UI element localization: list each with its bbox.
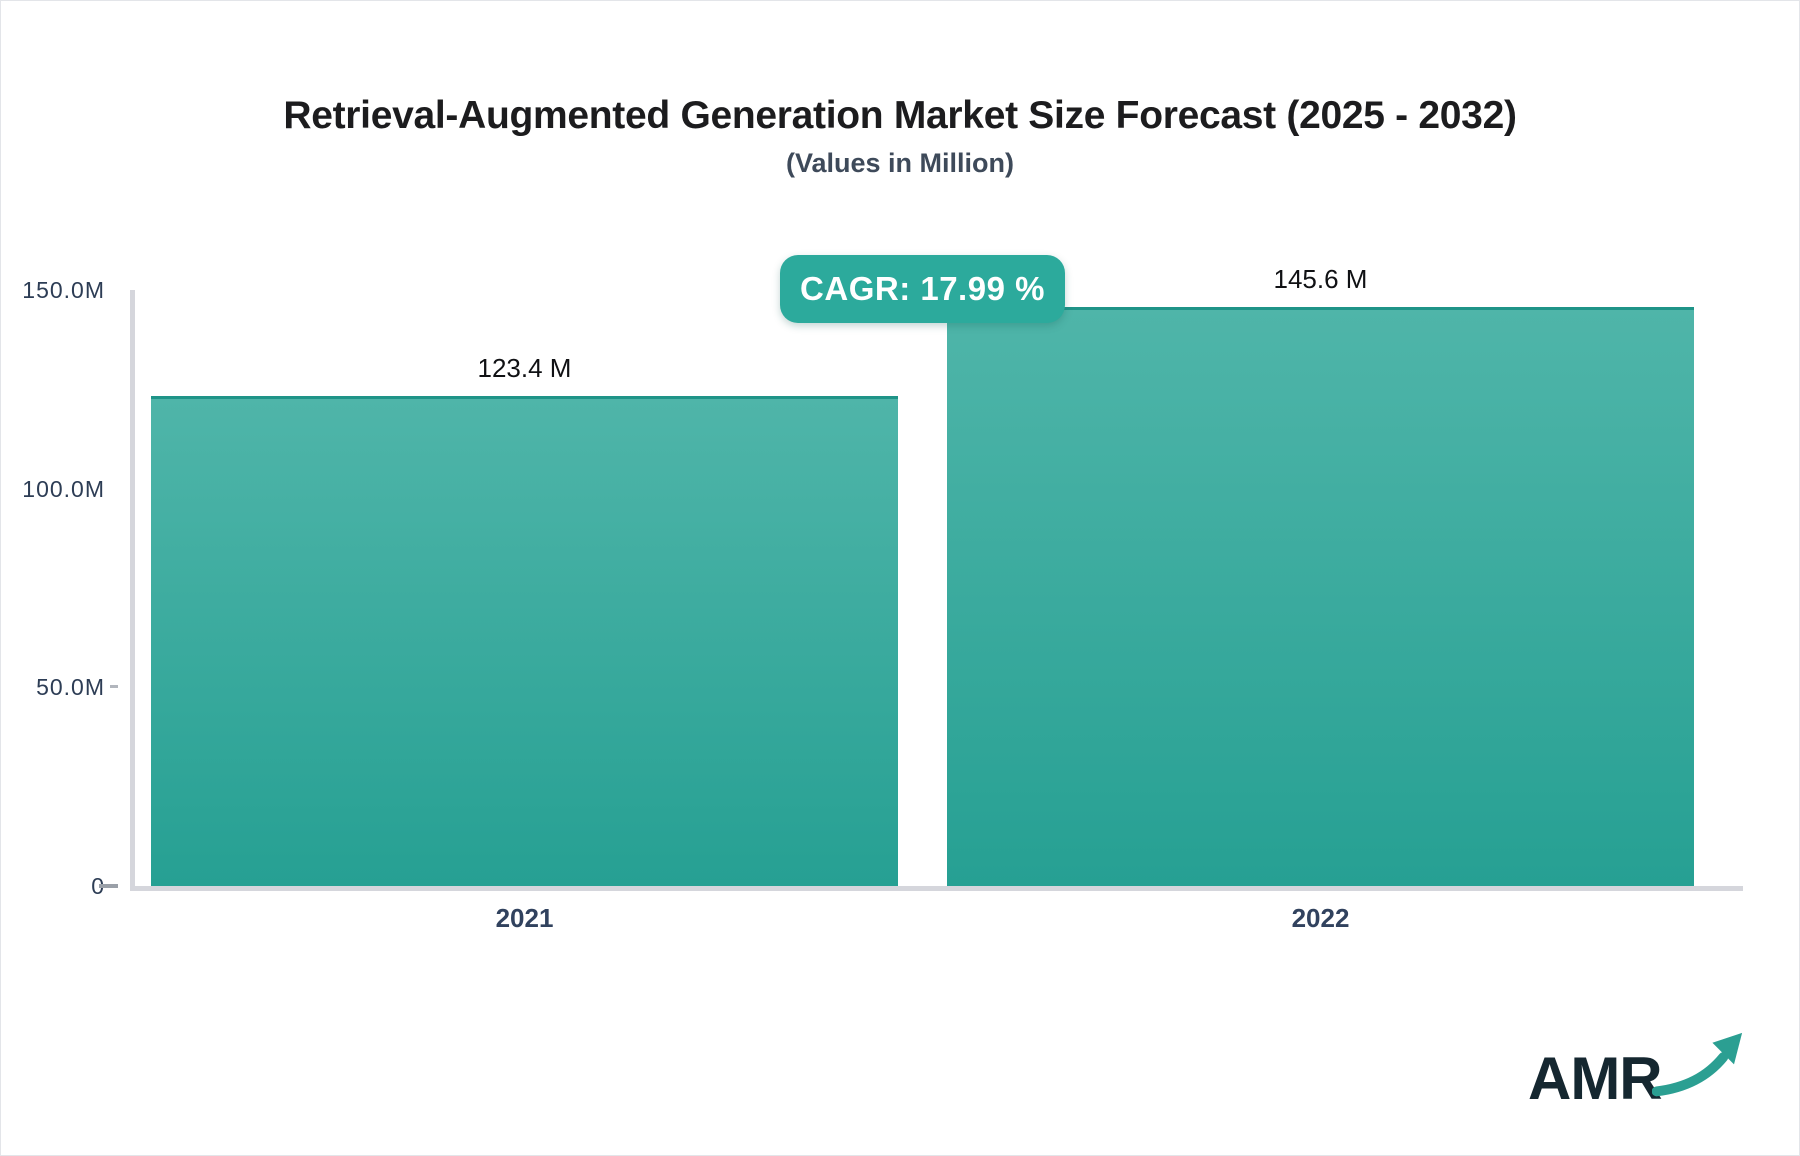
cagr-badge: CAGR: 17.99 % (780, 255, 1065, 323)
amr-logo-text: AMR (1528, 1045, 1663, 1112)
y-axis-line (130, 290, 135, 888)
y-axis-tick-mark (99, 884, 118, 888)
x-axis-label: 2022 (1291, 903, 1350, 933)
cagr-badge-label: CAGR: 17.99 % (800, 270, 1045, 307)
x-axis-line (130, 886, 1743, 891)
amr-logo: AMR (1528, 1032, 1744, 1110)
bar-value-label: 145.6 M (1273, 264, 1368, 295)
bar-value-label: 123.4 M (477, 352, 572, 383)
y-axis-tick-label: 50.0M (36, 674, 105, 701)
y-axis-tick-label: 100.0M (22, 475, 105, 502)
x-axis-label: 2021 (495, 903, 554, 933)
y-axis-tick-label: 150.0M (22, 277, 105, 303)
y-axis-tick-label: 0 (0, 872, 105, 900)
chart-subtitle: (Values in Million) (785, 148, 1015, 178)
chart-title: Retrieval-Augmented Generation Market Si… (283, 94, 1517, 137)
bar-2021 (151, 395, 898, 886)
bar-2022 (947, 307, 1694, 886)
growth-arrow-icon (1651, 1032, 1742, 1097)
y-axis-tick-mark (110, 685, 118, 689)
